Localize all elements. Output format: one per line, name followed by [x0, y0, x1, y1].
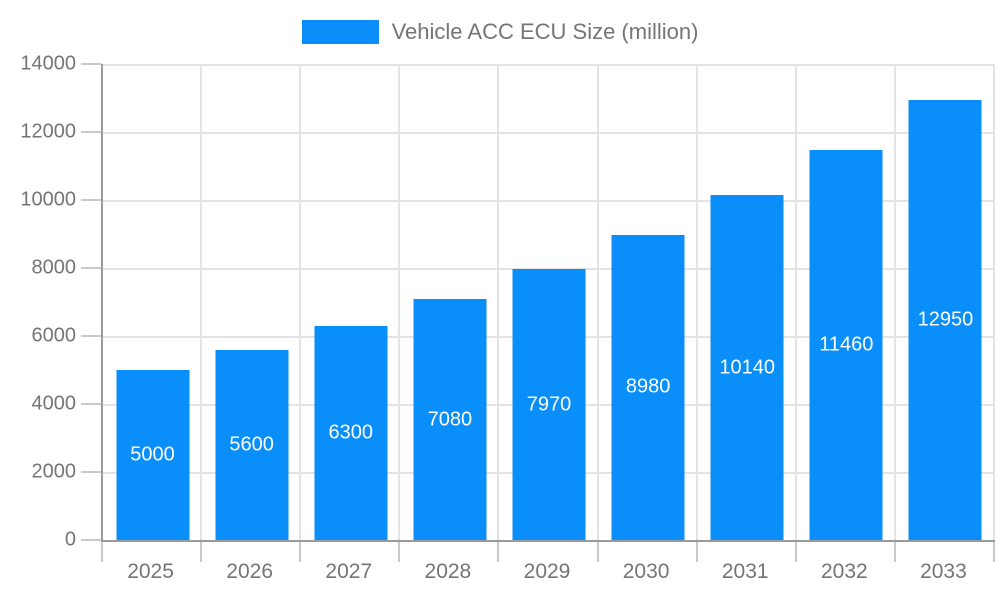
bar-value-label: 6300: [328, 421, 374, 444]
x-axis-label: 2028: [424, 560, 472, 583]
gridline-vertical: [497, 64, 500, 540]
y-axis-tick: [81, 471, 101, 473]
bar: 7970: [512, 269, 586, 540]
x-axis-tick: [497, 542, 500, 562]
y-axis-tick: [81, 539, 101, 541]
gridline-vertical: [893, 64, 896, 540]
gridline-vertical: [200, 64, 203, 540]
gridline-vertical: [596, 64, 599, 540]
x-axis-label: 2031: [721, 560, 769, 583]
y-axis-label: 0: [64, 528, 76, 551]
y-axis-label: 8000: [31, 256, 77, 279]
x-axis-tick: [794, 542, 797, 562]
y-axis-label: 14000: [20, 52, 76, 75]
legend-item[interactable]: Vehicle ACC ECU Size (million): [0, 14, 1000, 50]
x-axis-label: 2027: [325, 560, 373, 583]
y-axis-label: 6000: [31, 324, 77, 347]
x-axis-label: 2025: [127, 560, 174, 583]
x-axis-tick: [993, 542, 995, 562]
gridline-horizontal: [103, 268, 995, 270]
bar: 11460: [809, 150, 883, 540]
gridline-horizontal: [103, 200, 995, 202]
x-axis-tick: [299, 542, 302, 562]
gridline-vertical: [299, 64, 302, 540]
x-axis-label: 2026: [226, 560, 274, 583]
bar: 12950: [908, 99, 982, 540]
x-axis-tick: [398, 542, 401, 562]
x-axis-label: 2032: [820, 560, 868, 583]
bar-value-label: 7970: [526, 393, 572, 416]
x-axis-label: 2030: [622, 560, 670, 583]
gridline-vertical: [398, 64, 401, 540]
legend-label: Vehicle ACC ECU Size (million): [391, 19, 699, 44]
y-axis-label: 12000: [20, 120, 76, 143]
gridline-vertical: [794, 64, 797, 540]
plot-area: 5000 5600 6300 7080 7970 8980 10140 11460 12950: [101, 64, 995, 542]
gridline-horizontal: [103, 132, 995, 134]
y-axis-tick: [81, 131, 101, 133]
bar-value-label: 5000: [130, 443, 175, 466]
bar: 5600: [215, 349, 289, 540]
y-axis-tick: [81, 199, 101, 201]
y-axis-tick: [81, 267, 101, 269]
y-axis-tick: [81, 403, 101, 405]
bar-value-label: 12950: [917, 308, 974, 331]
bar: 5000: [116, 370, 190, 540]
gridline-horizontal: [103, 64, 995, 66]
y-axis-label: 4000: [31, 392, 77, 415]
bar: 8980: [611, 234, 685, 540]
x-axis-label: 2029: [523, 560, 571, 583]
bar: 10140: [710, 195, 784, 540]
bar: 7080: [413, 299, 487, 540]
y-axis-tick: [81, 335, 101, 337]
x-axis-tick: [893, 542, 896, 562]
gridline-vertical: [993, 64, 995, 540]
x-axis-tick: [596, 542, 599, 562]
y-axis-label: 2000: [31, 460, 77, 483]
bar-value-label: 7080: [427, 408, 473, 431]
y-axis-label: 10000: [20, 188, 76, 211]
x-axis-tick: [200, 542, 203, 562]
gridline-vertical: [695, 64, 698, 540]
bar-value-label: 10140: [719, 356, 776, 379]
bar-value-label: 11460: [819, 333, 874, 356]
x-axis-tick: [101, 542, 103, 562]
x-axis-tick: [695, 542, 698, 562]
legend-swatch-icon: [301, 20, 379, 44]
y-axis-tick: [81, 63, 101, 65]
x-axis-label: 2033: [920, 560, 967, 583]
bar-value-label: 8980: [625, 375, 671, 398]
bar: 6300: [314, 325, 388, 540]
bar-value-label: 5600: [229, 433, 274, 456]
